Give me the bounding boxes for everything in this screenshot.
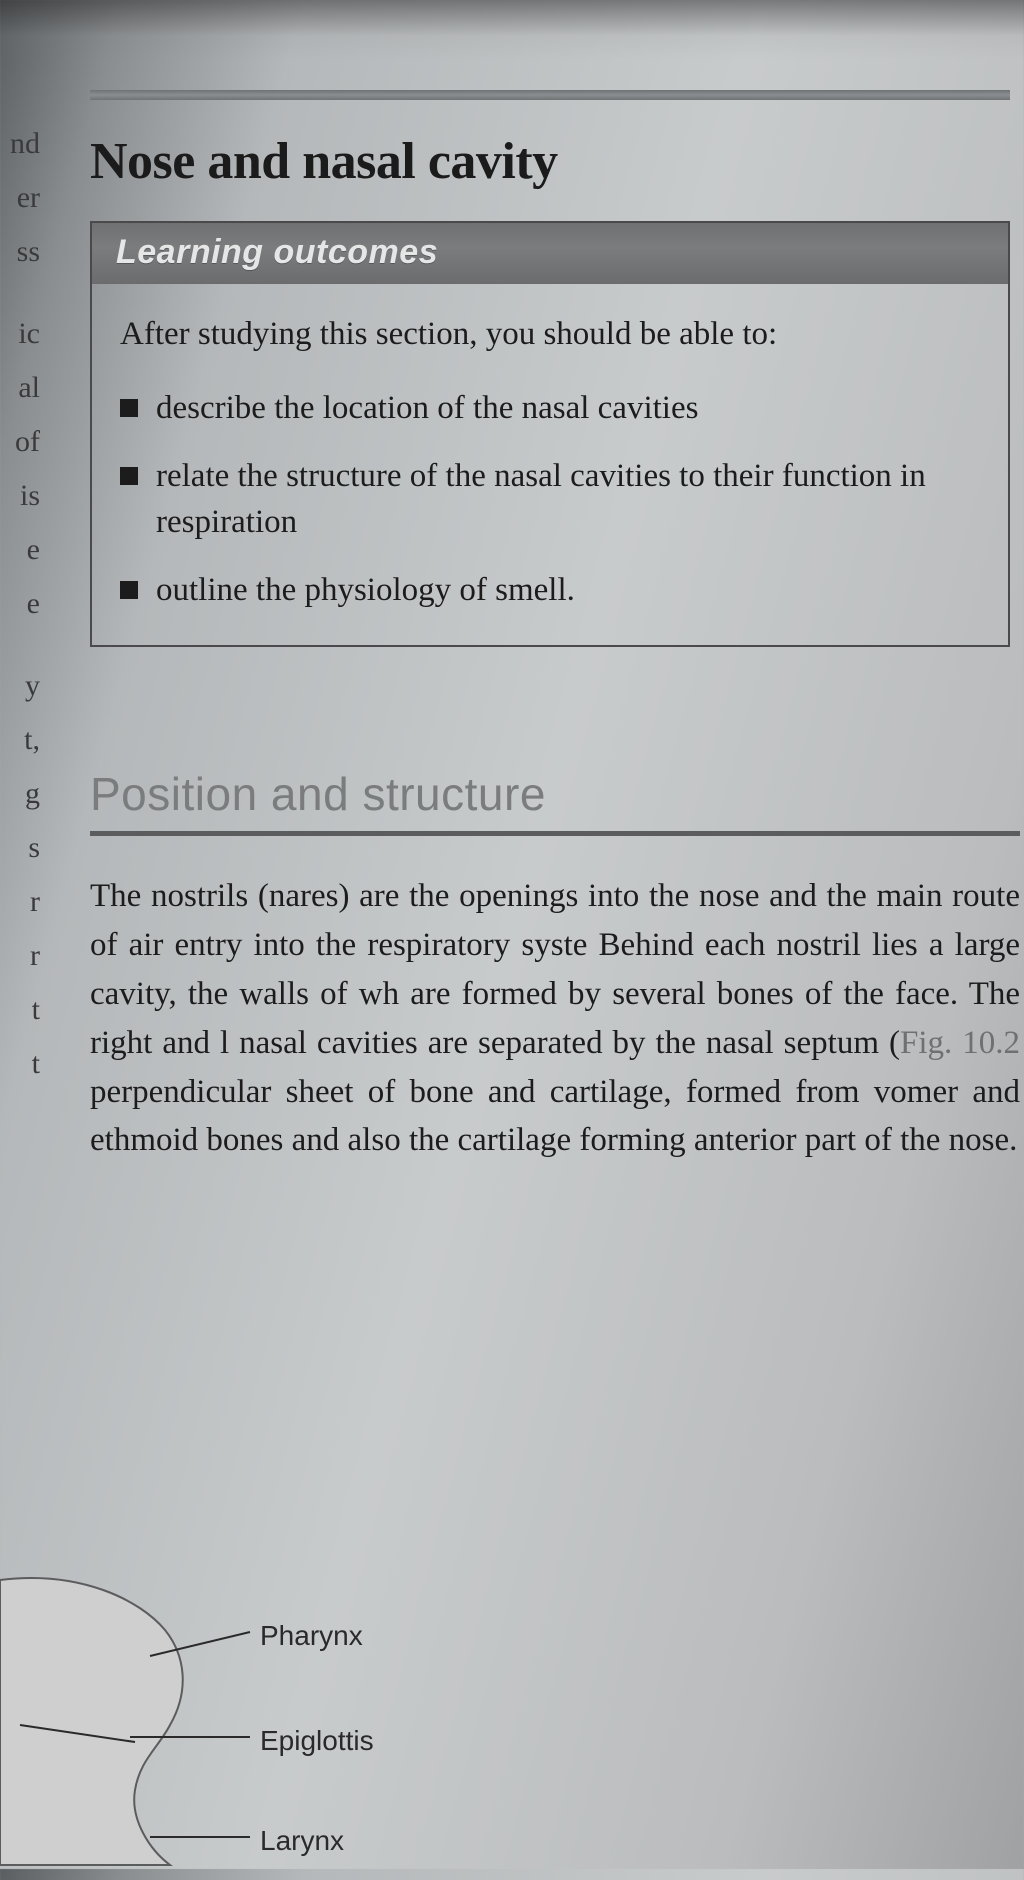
- anatomy-diagram: Pharynx Epiglottis Larynx: [0, 1560, 600, 1880]
- gutter-fragment: is: [0, 472, 40, 520]
- gutter-fragment: er: [0, 174, 40, 222]
- body-paragraph: The nostrils (nares) are the openings in…: [90, 872, 1020, 1165]
- square-bullet-icon: [120, 467, 138, 485]
- gutter-gap: [0, 282, 40, 304]
- gutter-fragment: g: [0, 770, 40, 818]
- throat-outline: [0, 1578, 183, 1865]
- gutter-fragment: r: [0, 878, 40, 926]
- subsection-rule: [90, 831, 1020, 836]
- learning-outcomes-header: Learning outcomes: [92, 223, 1008, 284]
- outcome-text: relate the structure of the nasal caviti…: [156, 453, 980, 545]
- paragraph-text-post: perpendicular sheet of bone and cartilag…: [90, 1074, 1020, 1159]
- section-title: Nose and nasal cavity: [90, 132, 1024, 191]
- paragraph-text-pre: The nostrils (nares) are the openings in…: [90, 878, 1020, 1060]
- diagram-label-pharynx: Pharynx: [260, 1620, 363, 1652]
- gutter-fragment: ic: [0, 310, 40, 358]
- figure-reference: Fig. 10.2: [900, 1025, 1020, 1061]
- gutter-fragment: t: [0, 986, 40, 1034]
- gutter-fragment: t: [0, 1040, 40, 1088]
- section-top-rule: [90, 90, 1010, 100]
- gutter-fragment: e: [0, 580, 40, 628]
- subsection-heading: Position and structure: [90, 767, 1024, 821]
- gutter-fragment: nd: [0, 120, 40, 168]
- learning-outcomes-body: After studying this section, you should …: [92, 284, 1008, 645]
- gutter-fragment: e: [0, 526, 40, 574]
- outcome-item: outline the physiology of smell.: [120, 567, 980, 613]
- gutter-fragment: of: [0, 418, 40, 466]
- gutter-gap: [0, 634, 40, 656]
- gutter-fragment: ss: [0, 228, 40, 276]
- outcome-item: relate the structure of the nasal caviti…: [120, 453, 980, 545]
- diagram-label-larynx: Larynx: [260, 1825, 344, 1857]
- learning-outcomes-box: Learning outcomes After studying this se…: [90, 221, 1010, 647]
- square-bullet-icon: [120, 581, 138, 599]
- gutter-fragment: s: [0, 824, 40, 872]
- outcome-item: describe the location of the nasal cavit…: [120, 385, 980, 431]
- gutter-fragment: al: [0, 364, 40, 412]
- square-bullet-icon: [120, 399, 138, 417]
- gutter-fragment: t,: [0, 716, 40, 764]
- gutter-fragment: r: [0, 932, 40, 980]
- page-top-shadow: [0, 0, 1024, 60]
- page-content: Nose and nasal cavity Learning outcomes …: [90, 90, 1024, 1165]
- diagram-label-epiglottis: Epiglottis: [260, 1725, 374, 1757]
- outcome-text: describe the location of the nasal cavit…: [156, 385, 698, 431]
- gutter-fragment: y: [0, 662, 40, 710]
- outcome-text: outline the physiology of smell.: [156, 567, 575, 613]
- learning-outcomes-intro: After studying this section, you should …: [120, 312, 980, 357]
